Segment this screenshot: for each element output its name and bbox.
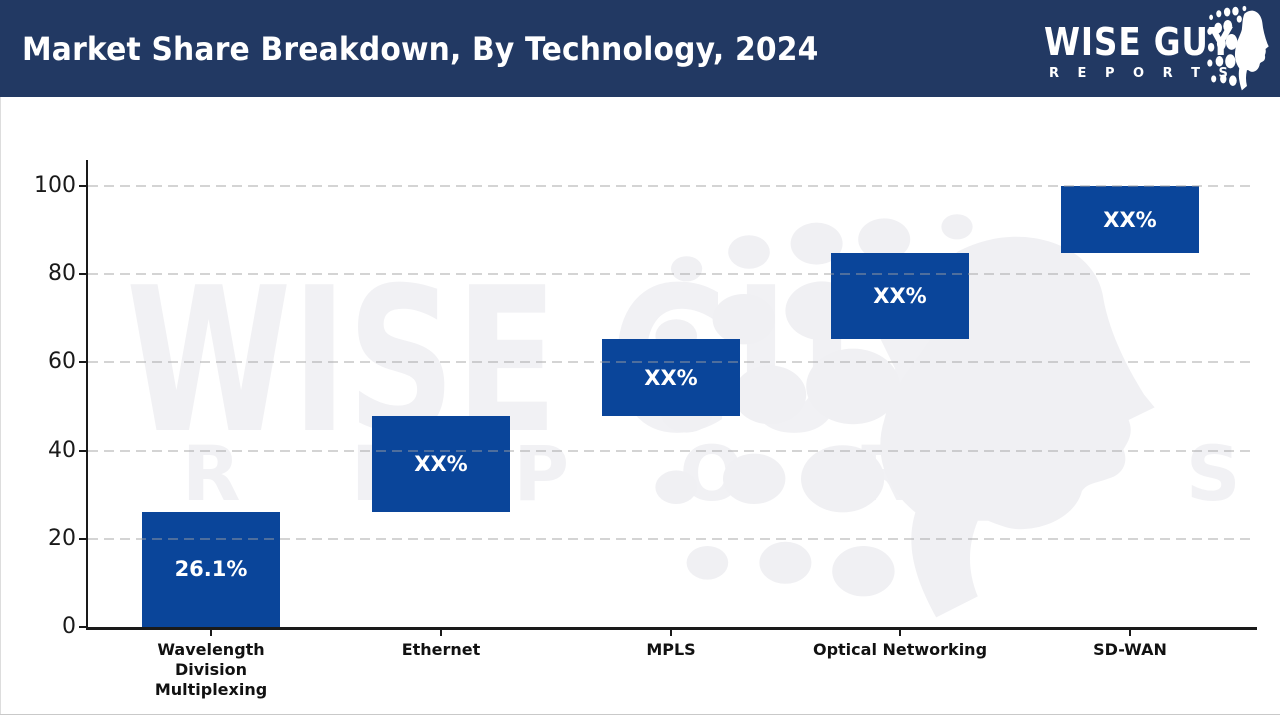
y-tick-mark <box>79 185 86 187</box>
x-category-label-line: MPLS <box>646 640 696 659</box>
waterfall-bar-segment <box>602 339 740 416</box>
y-tick-mark <box>79 449 86 452</box>
gridline <box>88 449 1255 452</box>
y-tick-label: 0 <box>62 614 76 639</box>
brand-reports-text: R E P O R T S <box>1049 66 1235 81</box>
x-category-label: Wavelength Division Multiplexing <box>81 640 341 700</box>
x-tick-mark <box>440 630 442 636</box>
bar-value-label: XX% <box>873 283 927 308</box>
x-tick-mark <box>670 630 672 636</box>
brand-logo: WISE GUY R E P O R T S <box>1044 20 1264 81</box>
y-tick-label: 20 <box>48 525 76 551</box>
y-tick-mark <box>79 273 86 276</box>
header-bar: Market Share Breakdown, By Technology, 2… <box>0 0 1280 97</box>
brand-wordmark: WISE GUY <box>1044 20 1234 64</box>
y-tick-label: 80 <box>48 261 76 287</box>
bottom-rule-line <box>0 714 1280 715</box>
left-edge-line <box>0 97 1 714</box>
y-tick-label: 40 <box>48 437 76 463</box>
x-category-label-line: Division <box>174 660 248 679</box>
x-category-label-line: Optical Networking <box>812 640 988 659</box>
y-axis-line <box>86 160 88 630</box>
y-tick-label: 100 <box>34 173 76 198</box>
x-category-label-line: Wavelength <box>157 640 265 659</box>
y-tick-mark <box>79 537 86 540</box>
x-category-label: Optical Networking <box>770 640 1030 660</box>
x-tick-mark <box>1129 630 1131 636</box>
bar-value-label: XX% <box>414 452 468 477</box>
gridline <box>88 273 1255 276</box>
y-tick-mark <box>79 361 86 364</box>
y-tick-label: 60 <box>48 349 76 375</box>
brand-dotted-face-icon <box>1207 5 1269 91</box>
gridline <box>88 185 1255 187</box>
waterfall-bar-segment <box>372 416 510 512</box>
waterfall-bar-segment <box>831 253 969 339</box>
x-category-label-line: Ethernet <box>401 640 481 659</box>
x-category-label-line: Multiplexing <box>154 680 268 699</box>
x-category-label: Ethernet <box>311 640 571 660</box>
x-category-label-line: SD-WAN <box>1093 640 1167 659</box>
x-axis-line <box>86 627 1257 630</box>
gridline <box>88 361 1255 364</box>
x-category-label: SD-WAN <box>1000 640 1260 660</box>
waterfall-chart: 26.1% XX% XX% XX% XX% 0 20 40 60 80 100 Wavelength… <box>0 97 1280 714</box>
x-tick-mark <box>210 630 212 636</box>
bar-value-label: XX% <box>1103 207 1157 232</box>
x-category-label: MPLS <box>541 640 801 660</box>
y-tick-mark <box>79 626 86 628</box>
waterfall-bar-segment <box>1061 186 1199 254</box>
waterfall-bar-segment <box>142 511 280 627</box>
gridline <box>88 537 1255 540</box>
page-title: Market Share Breakdown, By Technology, 2… <box>22 29 819 68</box>
bar-value-label: XX% <box>644 365 698 390</box>
x-tick-mark <box>899 630 901 636</box>
bar-value-label: 26.1% <box>174 557 248 582</box>
